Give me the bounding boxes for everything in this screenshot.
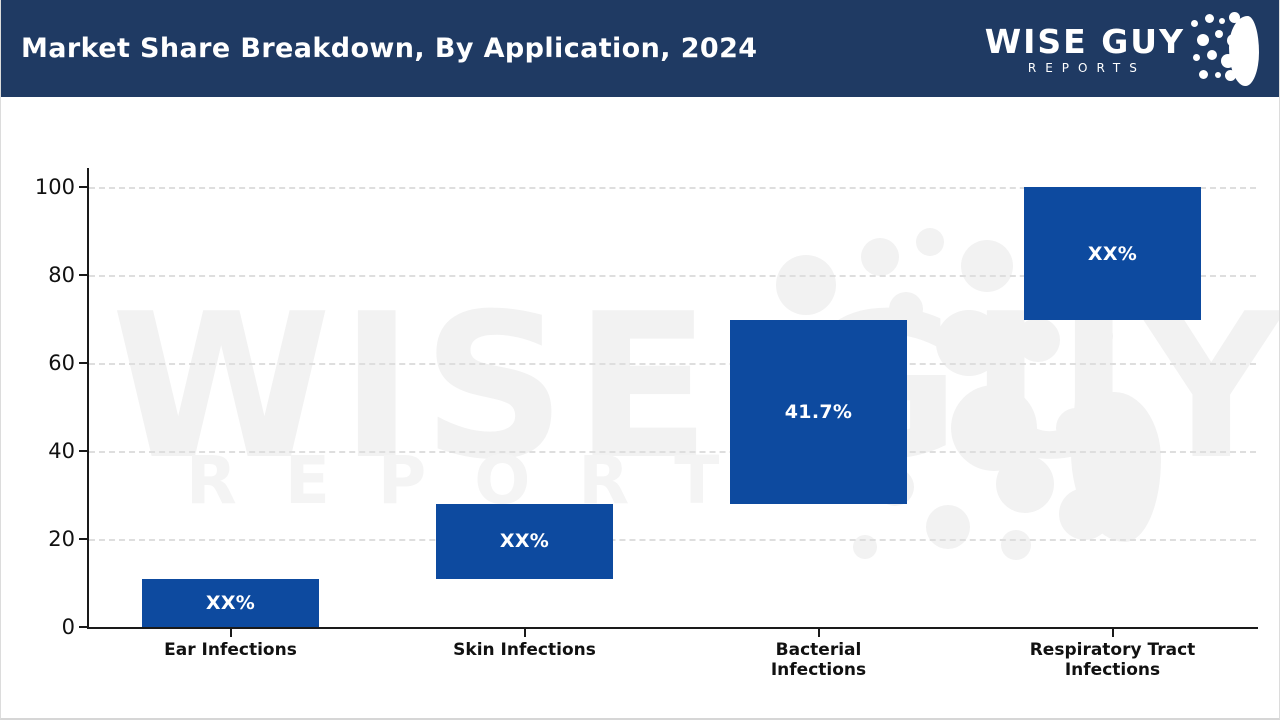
bar-value-label: XX% [499, 530, 550, 553]
x-axis-line [87, 627, 1258, 629]
y-axis-label-60: 60 [48, 351, 75, 375]
gridline-40 [89, 451, 1256, 453]
x-axis-category-line: Infections [770, 660, 867, 681]
bar-segment: XX% [1024, 187, 1201, 321]
brand-logo-text: WISE GUY REPORTS [985, 25, 1185, 75]
y-axis-label-0: 0 [61, 615, 75, 639]
brand-subname: REPORTS [1027, 60, 1146, 75]
x-axis-tick-3 [1111, 629, 1114, 637]
bar-segment: XX% [436, 503, 613, 579]
y-axis-label-20: 20 [48, 527, 75, 551]
bar-segment: XX% [142, 578, 319, 627]
x-axis-category-label: Ear Infections [84, 640, 378, 660]
brand-face-icon [1189, 10, 1259, 90]
gridline-60 [89, 363, 1256, 365]
plot-area: XX% XX% 41.7% XX% [89, 170, 1256, 627]
brand-name: WISE GUY [984, 21, 1185, 61]
y-axis-label-40: 40 [48, 439, 75, 463]
x-axis-category-line: Bacterial [775, 640, 862, 660]
x-axis-category-line: Skin Infections [453, 640, 596, 660]
x-axis-category-label: Bacterial Infections [672, 640, 966, 680]
x-axis-category-line: Infections [1064, 660, 1161, 681]
x-axis-category-label: Respiratory Tract Infections [966, 640, 1260, 680]
y-axis-label-100: 100 [34, 175, 75, 199]
bar-value-label: 41.7% [784, 401, 853, 424]
watermark-reports-text: REPORT [186, 442, 768, 519]
bar-segment: 41.7% [730, 320, 907, 504]
gridline-100 [89, 187, 1256, 189]
y-axis-tick-40 [79, 450, 88, 452]
x-axis-category-line: Ear Infections [164, 640, 297, 660]
brand-logo: WISE GUY REPORTS [985, 10, 1259, 90]
page-title: Market Share Breakdown, By Application, … [21, 33, 758, 64]
bar-value-label: XX% [1087, 242, 1138, 265]
x-axis-tick-2 [817, 629, 820, 637]
y-axis-tick-0 [79, 626, 88, 628]
y-axis-label-80: 80 [48, 263, 75, 287]
x-axis-tick-1 [523, 629, 526, 637]
bar-value-label: XX% [205, 591, 256, 614]
y-axis-tick-100 [79, 186, 88, 188]
gridline-80 [89, 275, 1256, 277]
y-axis-line [87, 168, 89, 629]
y-axis-tick-20 [79, 538, 88, 540]
y-axis-tick-80 [79, 274, 88, 276]
y-axis-tick-60 [79, 362, 88, 364]
header-bar: Market Share Breakdown, By Application, … [1, 0, 1279, 97]
x-axis-category-line: Respiratory Tract [1029, 640, 1196, 660]
x-axis-category-label: Skin Infections [378, 640, 672, 660]
gridline-20 [89, 539, 1256, 541]
x-axis-tick-0 [229, 629, 232, 637]
